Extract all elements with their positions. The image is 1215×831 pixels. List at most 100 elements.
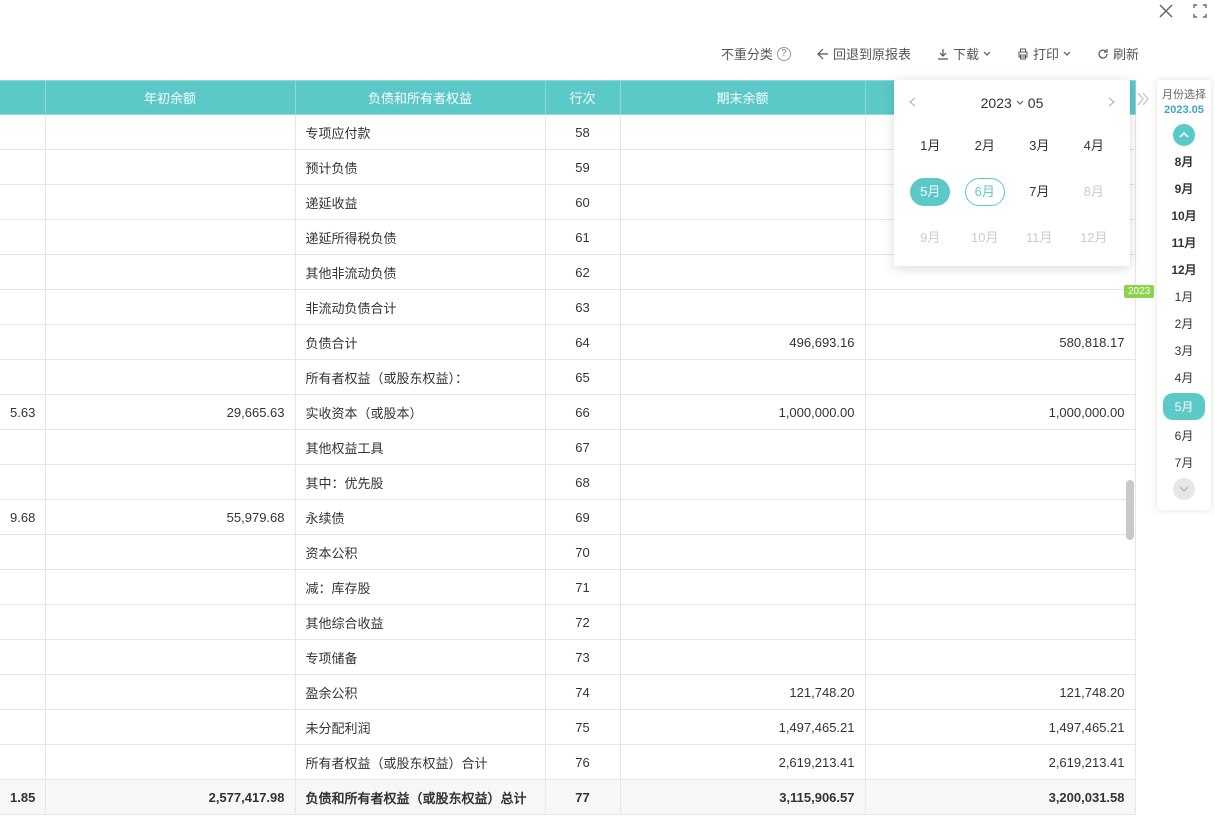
cell-line: 75 <box>545 710 620 745</box>
cell-item: 盈余公积 <box>295 675 545 710</box>
cell-left2 <box>45 360 295 395</box>
cell-line: 71 <box>545 570 620 605</box>
month-scroll-down-icon[interactable] <box>1173 478 1195 500</box>
cell-left1 <box>0 290 45 325</box>
month-panel-item[interactable]: 7月 <box>1157 449 1211 476</box>
cell-item: 专项应付款 <box>295 115 545 150</box>
month-panel-item[interactable]: 8月 <box>1157 148 1211 175</box>
cell-item: 未分配利润 <box>295 710 545 745</box>
cell-line: 59 <box>545 150 620 185</box>
table-row: 资本公积70 <box>0 535 1135 570</box>
picker-month: 05 <box>1028 95 1044 111</box>
cell-ending: 1,497,465.21 <box>620 710 865 745</box>
table-row: 5.6329,665.63实收资本（或股本）661,000,000.001,00… <box>0 395 1135 430</box>
close-icon[interactable] <box>1155 0 1177 22</box>
cell-item: 专项储备 <box>295 640 545 675</box>
picker-year: 2023 <box>981 95 1012 111</box>
month-panel-item[interactable]: 3月 <box>1157 337 1211 364</box>
month-option[interactable]: 7月 <box>1015 178 1064 206</box>
cell-left1: 1.85 <box>0 780 45 815</box>
cell-left2: 29,665.63 <box>45 395 295 430</box>
cell-begin2 <box>865 360 1135 395</box>
month-panel-item[interactable]: 11月 <box>1157 229 1211 256</box>
download-label: 下载 <box>953 44 979 63</box>
fullscreen-icon[interactable] <box>1189 0 1211 22</box>
period-next-icon[interactable] <box>1135 92 1149 111</box>
next-year-icon[interactable] <box>1106 94 1116 112</box>
month-panel-item[interactable]: 6月 <box>1157 422 1211 449</box>
noreclass-button[interactable]: 不重分类 ? <box>721 44 791 63</box>
month-scroll-up-icon[interactable] <box>1173 124 1195 146</box>
month-panel-current: 2023.05 <box>1157 104 1211 122</box>
cell-ending <box>620 115 865 150</box>
cell-item: 负债合计 <box>295 325 545 360</box>
cell-left1 <box>0 605 45 640</box>
vertical-scrollbar[interactable] <box>1126 480 1134 540</box>
cell-begin2: 1,497,465.21 <box>865 710 1135 745</box>
month-panel-item[interactable]: 9月 <box>1157 175 1211 202</box>
chevron-down-icon <box>1063 50 1071 58</box>
month-panel-item[interactable]: 10月 <box>1157 202 1211 229</box>
table-row: 9.6855,979.68永续债69 <box>0 500 1135 535</box>
refresh-button[interactable]: 刷新 <box>1097 44 1139 63</box>
cell-left2 <box>45 255 295 290</box>
cell-item: 所有者权益（或股东权益）： <box>295 360 545 395</box>
cell-begin2 <box>865 500 1135 535</box>
cell-line: 62 <box>545 255 620 290</box>
refresh-icon <box>1097 48 1109 60</box>
month-option[interactable]: 1月 <box>906 132 955 160</box>
cell-left2 <box>45 640 295 675</box>
cell-ending <box>620 255 865 290</box>
month-option[interactable]: 2月 <box>961 132 1010 160</box>
month-option[interactable]: 6月 <box>965 178 1005 206</box>
cell-ending <box>620 185 865 220</box>
picker-title[interactable]: 2023 05 <box>981 95 1044 111</box>
cell-ending: 121,748.20 <box>620 675 865 710</box>
chevron-down-icon <box>983 50 991 58</box>
month-option[interactable]: 4月 <box>1070 132 1119 160</box>
month-side-panel: 月份选择 2023.05 8月9月10月11月12月1月20232月3月4月5月… <box>1157 80 1211 510</box>
cell-item: 预计负债 <box>295 150 545 185</box>
month-option[interactable]: 3月 <box>1015 132 1064 160</box>
cell-item: 递延收益 <box>295 185 545 220</box>
cell-line: 64 <box>545 325 620 360</box>
cell-begin2: 1,000,000.00 <box>865 395 1135 430</box>
cell-line: 74 <box>545 675 620 710</box>
cell-begin2 <box>865 640 1135 675</box>
month-panel-item[interactable]: 1月2023 <box>1157 283 1211 310</box>
month-panel-item[interactable]: 4月 <box>1157 364 1211 391</box>
print-button[interactable]: 打印 <box>1017 44 1071 63</box>
refresh-label: 刷新 <box>1113 44 1139 63</box>
cell-line: 77 <box>545 780 620 815</box>
noreclass-label: 不重分类 <box>721 44 773 63</box>
month-panel-item[interactable]: 5月 <box>1163 393 1205 420</box>
cell-ending: 496,693.16 <box>620 325 865 360</box>
cell-line: 76 <box>545 745 620 780</box>
cell-left2 <box>45 675 295 710</box>
table-row: 非流动负债合计63 <box>0 290 1135 325</box>
cell-item: 其他权益工具 <box>295 430 545 465</box>
table-row: 所有者权益（或股东权益）合计762,619,213.412,619,213.41 <box>0 745 1135 780</box>
revert-button[interactable]: 回退到原报表 <box>817 44 911 63</box>
cell-left2 <box>45 325 295 360</box>
cell-left1: 9.68 <box>0 500 45 535</box>
table-row: 减：库存股71 <box>0 570 1135 605</box>
col-header: 年初余额 <box>45 81 295 115</box>
month-option[interactable]: 5月 <box>910 178 950 206</box>
cell-item: 其中：优先股 <box>295 465 545 500</box>
cell-left1: 5.63 <box>0 395 45 430</box>
cell-ending <box>620 535 865 570</box>
cell-left1 <box>0 255 45 290</box>
cell-begin2 <box>865 605 1135 640</box>
month-option: 12月 <box>1070 224 1119 252</box>
cell-line: 70 <box>545 535 620 570</box>
cell-left1 <box>0 360 45 395</box>
month-panel-item[interactable]: 12月 <box>1157 256 1211 283</box>
prev-year-icon[interactable] <box>908 94 918 112</box>
print-label: 打印 <box>1033 44 1059 63</box>
download-button[interactable]: 下载 <box>937 44 991 63</box>
cell-ending <box>620 570 865 605</box>
cell-line: 72 <box>545 605 620 640</box>
cell-line: 63 <box>545 290 620 325</box>
month-panel-item[interactable]: 2月 <box>1157 310 1211 337</box>
